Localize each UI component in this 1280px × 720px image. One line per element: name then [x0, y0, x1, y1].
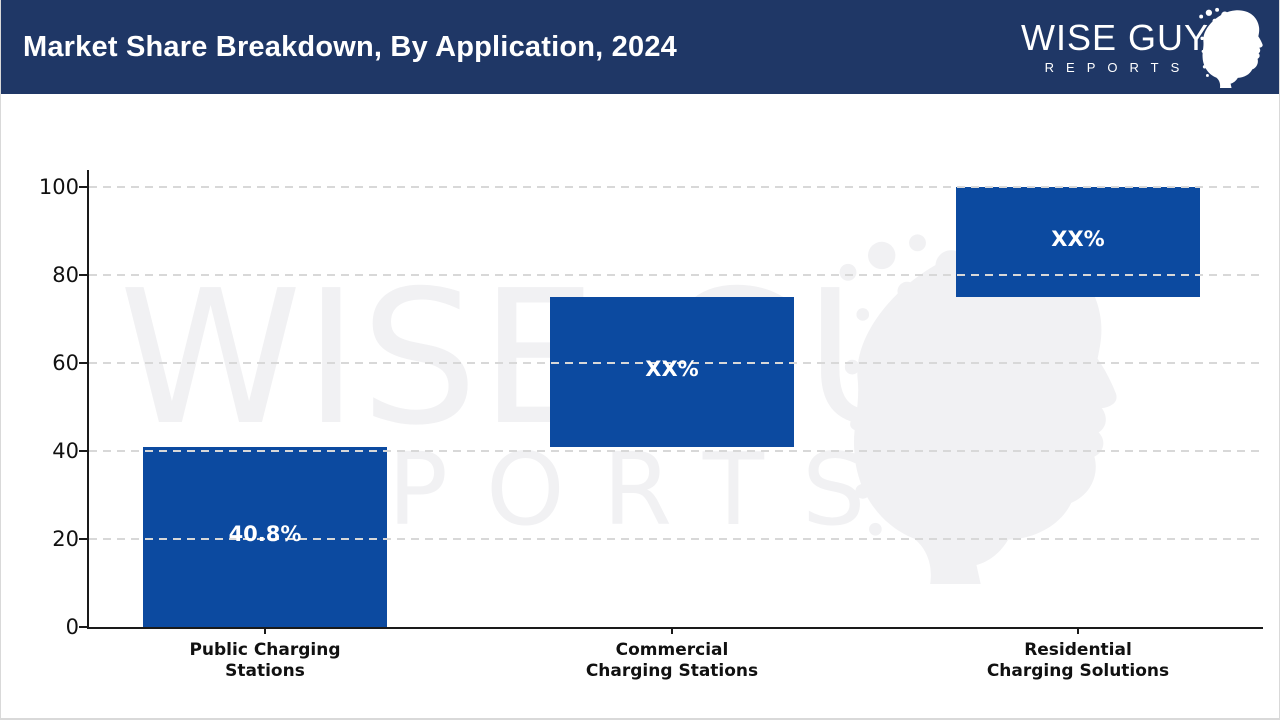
brand-subname: REPORTS: [1044, 59, 1192, 75]
y-tick-mark: [79, 362, 87, 364]
y-tick-mark: [79, 274, 87, 276]
y-tick-label: 100: [38, 175, 79, 199]
x-tick-label-line: Stations: [225, 661, 305, 681]
gridline: [89, 186, 1259, 188]
x-tick-mark: [264, 627, 266, 634]
x-tick-label-line: Charging Stations: [585, 661, 759, 681]
gridline: [89, 450, 1259, 452]
x-tick-label-line: Residential: [1024, 640, 1132, 660]
x-tick-label-line: Commercial: [615, 640, 729, 660]
gridline: [89, 274, 1259, 276]
y-tick-mark: [79, 186, 87, 188]
y-tick-mark: [79, 626, 87, 628]
y-tick-label: 80: [52, 263, 79, 287]
gridline: [89, 538, 1259, 540]
bar-value-label: XX%: [645, 356, 699, 381]
x-tick-label-line: Charging Solutions: [986, 661, 1170, 681]
x-axis-line: [87, 627, 1263, 629]
y-tick-mark: [79, 450, 87, 452]
y-tick-label: 40: [52, 439, 79, 463]
bar-segment: [143, 447, 387, 627]
x-tick-mark: [1077, 627, 1079, 634]
y-tick-label: 60: [52, 351, 79, 375]
header-bar: Market Share Breakdown, By Application, …: [1, 0, 1279, 94]
bar-segment: [550, 297, 794, 447]
x-tick-mark: [671, 627, 673, 634]
brand-logo-text: WISE GUY REPORTS: [1020, 16, 1209, 76]
bar-value-label: XX%: [1051, 227, 1105, 251]
y-axis-line: [87, 170, 89, 629]
brand-name: WISE GUY: [1020, 16, 1209, 58]
brand-logo: WISE GUY REPORTS: [1021, 5, 1271, 89]
x-tick-label-line: Public Charging: [189, 640, 341, 660]
bar-value-label: 40.8%: [228, 522, 302, 547]
x-tick-label: Public Charging Stations: [105, 640, 425, 682]
chart-title: Market Share Breakdown, By Application, …: [23, 30, 677, 63]
y-tick-label: 0: [65, 615, 79, 639]
x-tick-label: Commercial Charging Stations: [512, 640, 832, 682]
x-tick-label: Residential Charging Solutions: [918, 640, 1238, 682]
y-tick-mark: [79, 538, 87, 540]
brand-face-icon: [1199, 7, 1263, 88]
gridline: [89, 362, 1259, 364]
y-tick-label: 20: [52, 527, 79, 551]
